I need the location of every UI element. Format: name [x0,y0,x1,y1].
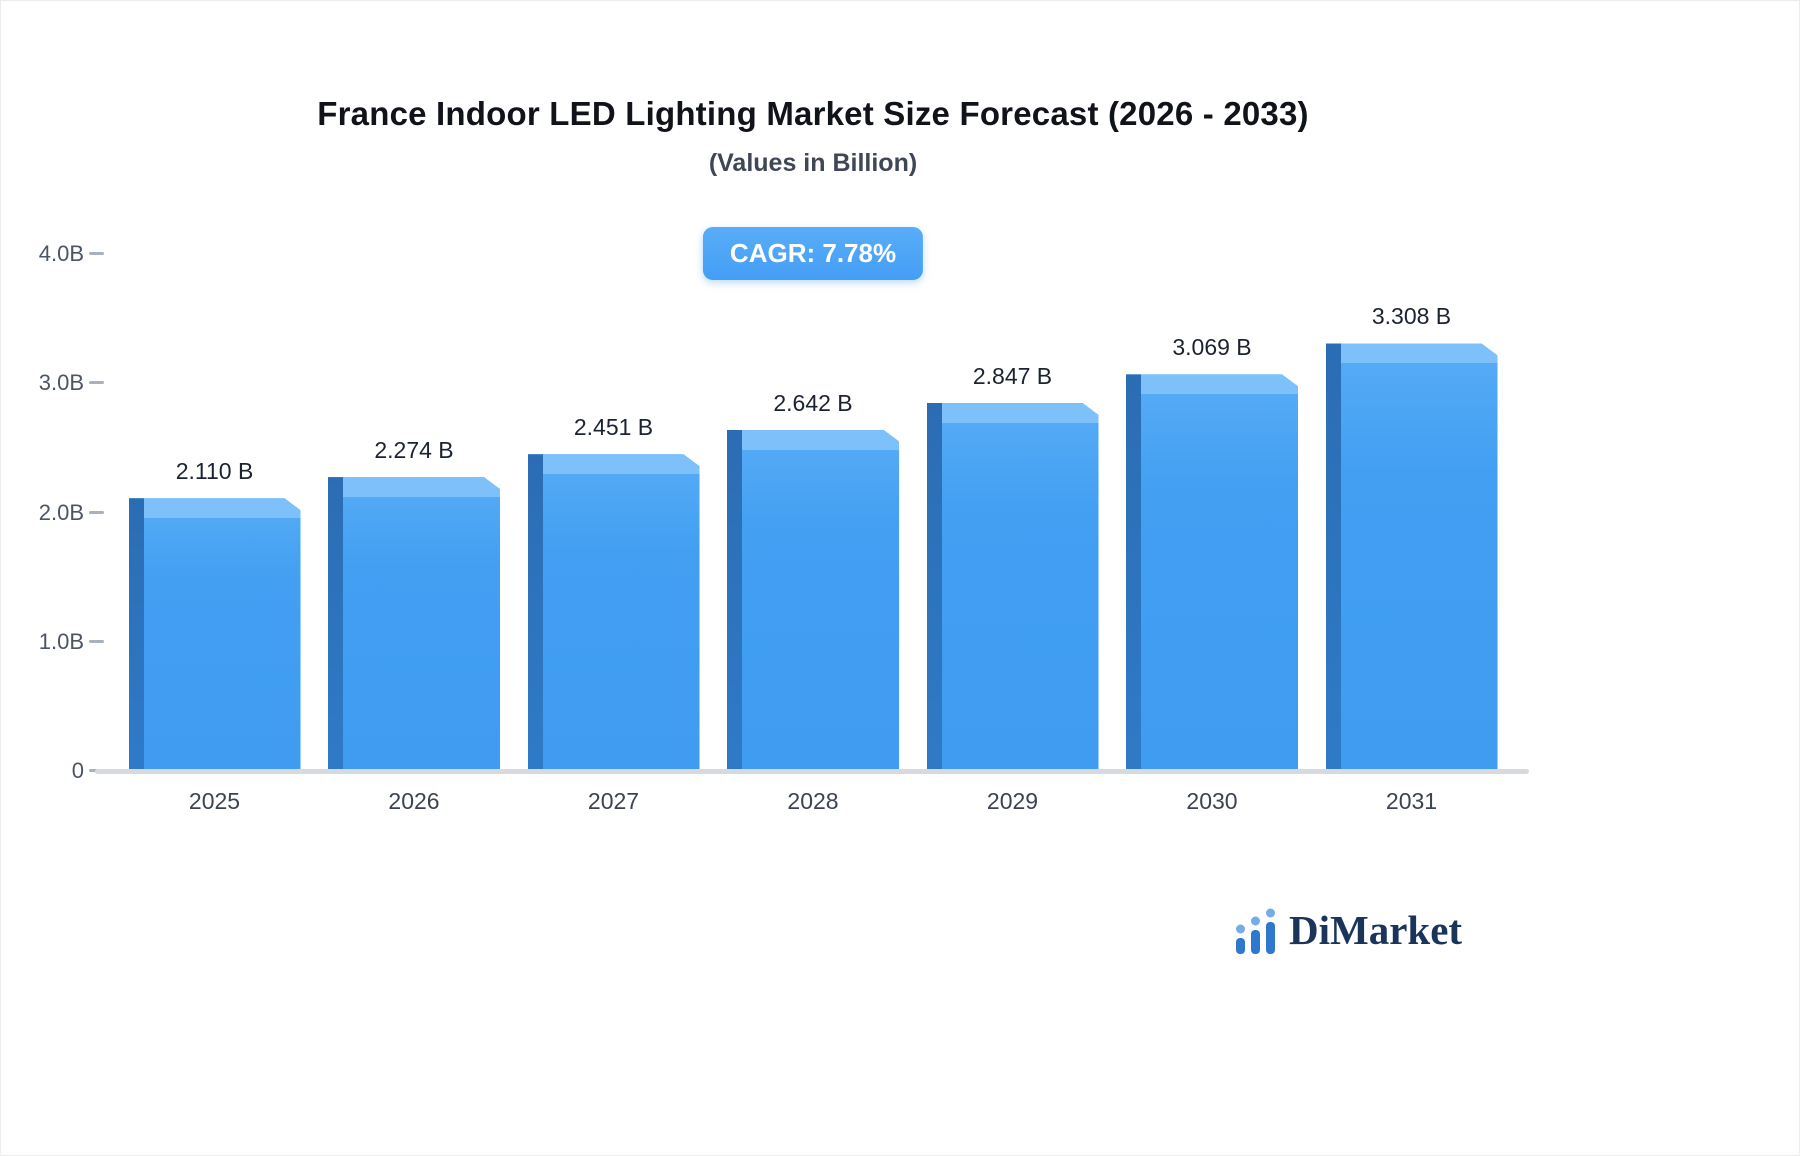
y-axis-tick [89,510,104,514]
bar-value-label: 2.451 B [573,414,654,441]
y-axis-tick [89,252,104,255]
y-axis-label: 1.0B [38,628,84,654]
bar-group: 2.847 B [927,363,1099,771]
x-axis: 2025 2026 2027 2028 2029 2030 2031 [101,788,1525,815]
page-title: France Indoor LED Lighting Market Size F… [317,95,1309,132]
bar-value-label: 2.274 B [374,437,454,464]
x-axis-label: 2030 [1186,788,1238,814]
x-axis-line [95,769,1529,774]
bar-2029[interactable] [927,403,1099,771]
y-axis-label: 4.0B [38,241,84,266]
cagr-badge: CAGR: 7.78% [702,227,924,280]
bar-group: 2.642 B [727,390,899,771]
bar-group: 2.451 B [528,414,700,771]
x-axis-label: 2025 [188,788,241,814]
x-axis-label: 2027 [587,788,640,814]
y-axis-label: 2.0B [38,499,84,525]
bar-2025[interactable] [129,498,301,771]
x-axis-label: 2031 [1385,788,1438,814]
bar-2030[interactable] [1126,374,1298,771]
bar-2028[interactable] [727,430,899,771]
bar-group: 3.308 B [1326,303,1498,771]
bar-group: 3.069 B [1126,334,1298,771]
bar-value-label: 2.110 B [175,458,254,485]
brand-logo: DiMarket [1234,904,1462,959]
brand-logo-text: DiMarket [1289,907,1463,953]
bar-2031[interactable] [1326,343,1498,771]
bar-2026[interactable] [328,477,500,771]
x-axis-label: 2029 [986,788,1039,814]
bars: 2.110 B 2.274 B 2.451 B 2.642 B 2.847 B 3.069… [101,254,1525,771]
bar-group: 2.274 B [328,437,500,771]
y-axis: 0 1.0B 2.0B 3.0B 4.0B [29,241,105,783]
page-subtitle: (Values in Billion) [708,149,918,177]
bar-value-label: 2.642 B [773,389,853,416]
y-axis-label: 3.0B [38,370,84,396]
x-axis-label: 2028 [787,788,839,814]
y-axis-tick [89,639,104,643]
bar-value-label: 3.308 B [1371,303,1452,330]
bar-value-label: 3.069 B [1172,334,1252,361]
bar-chart-icon [1234,904,1280,959]
plot-area: 2.110 B 2.274 B 2.451 B 2.642 B 2.847 B 3.069… [101,254,1525,771]
bar-value-label: 2.847 B [972,363,1053,390]
x-axis-label: 2026 [388,788,440,814]
bar-group: 2.110 B [129,458,301,771]
y-axis-label: 0 [71,758,84,783]
y-axis-tick [89,381,104,385]
bar-2027[interactable] [528,454,700,771]
